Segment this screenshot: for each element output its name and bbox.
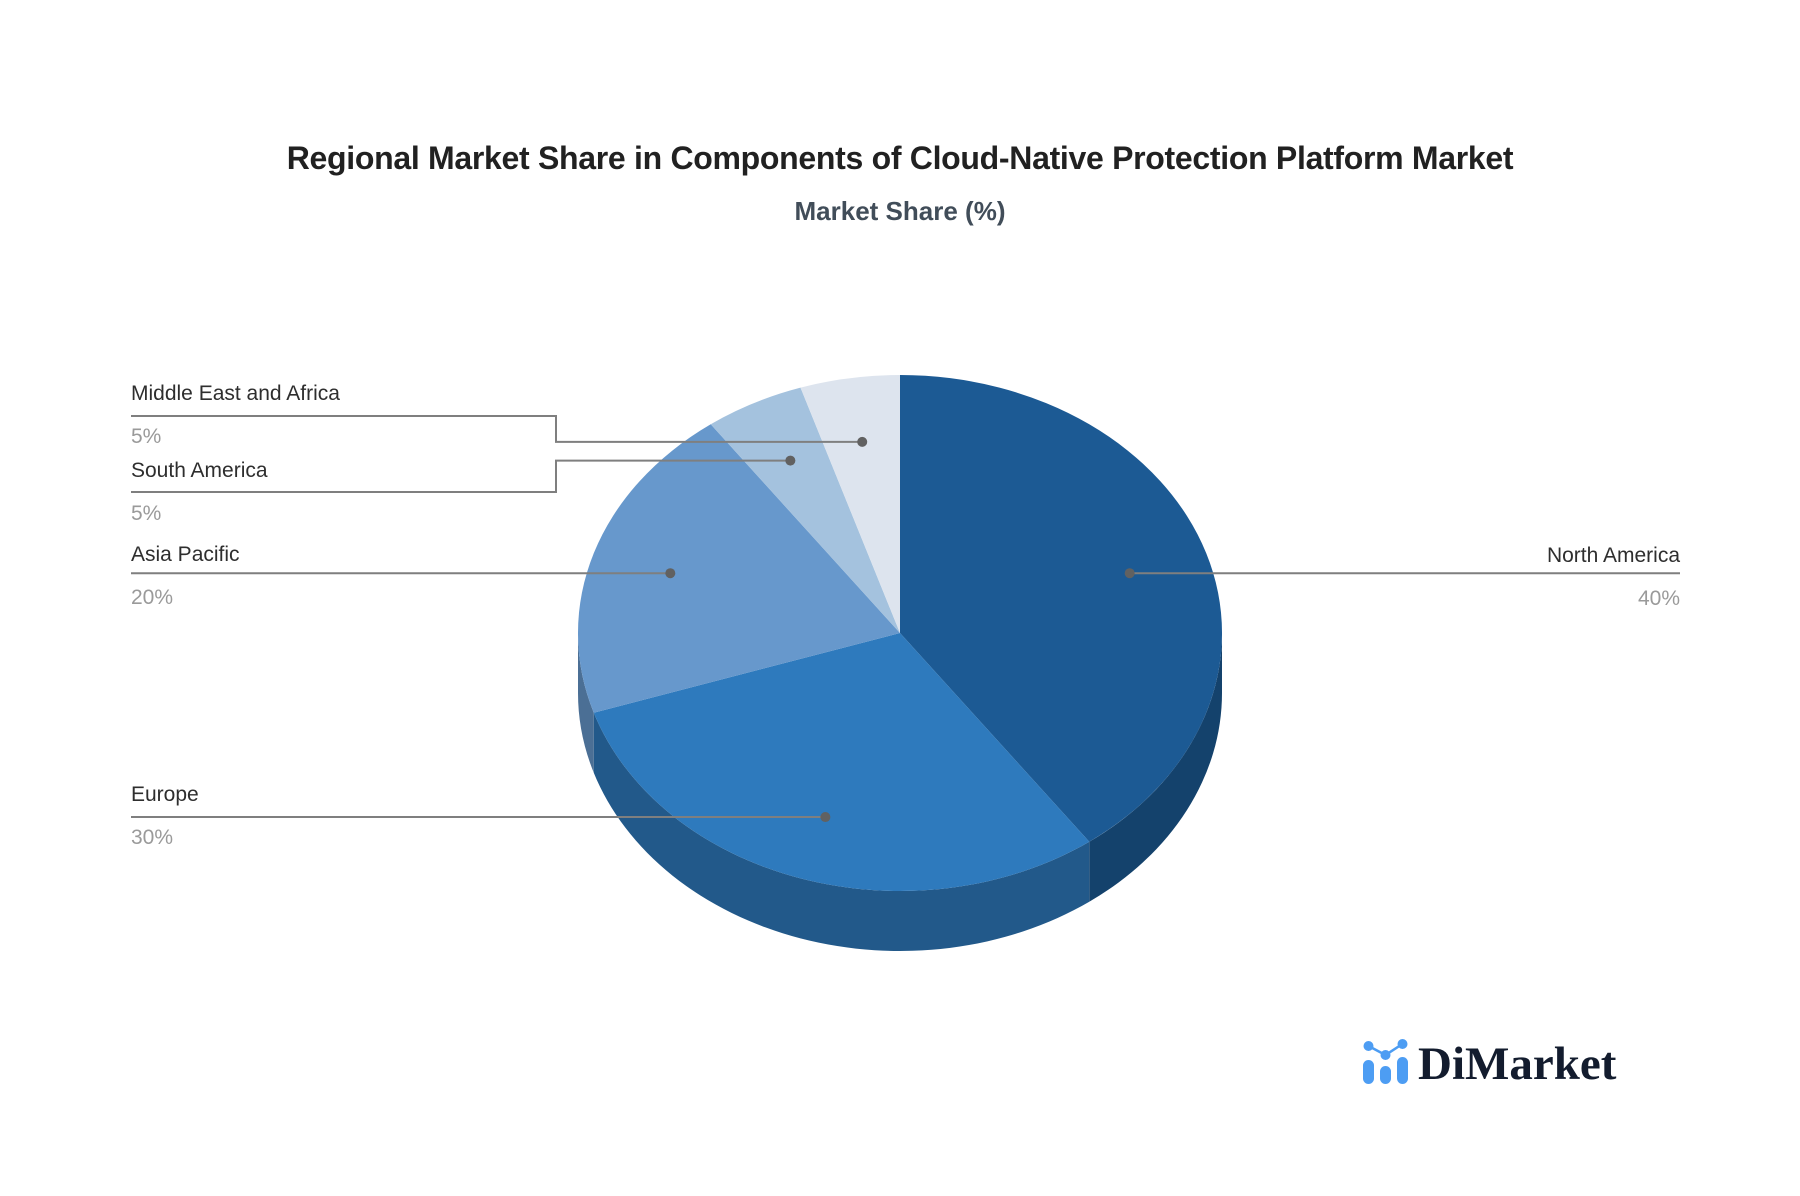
pie-slice-north-america[interactable]	[900, 375, 1223, 842]
leader-dot-middle-east-and-africa	[857, 436, 868, 447]
bar-chart-with-dots-icon	[1363, 1039, 1408, 1084]
pie-slice-europe[interactable]	[593, 633, 1090, 892]
chart-title: Regional Market Share in Components of C…	[286, 140, 1514, 176]
pie-slice-middle-east-and-africa[interactable]	[800, 375, 901, 633]
leader-dot-north-america	[1124, 568, 1135, 579]
pie-slice-south-america[interactable]	[710, 387, 900, 633]
leader-dot-south-america	[785, 455, 796, 466]
pie-slice-side-north-america	[1089, 633, 1222, 902]
pie-slice-side-asia-pacific	[578, 633, 594, 773]
pie-slice-side-europe	[593, 712, 1090, 952]
leader-dot-europe	[820, 812, 831, 823]
leader-line-middle-east-and-africa	[131, 415, 863, 443]
leader-line-south-america	[131, 459, 791, 493]
leader-dot-asia-pacific	[665, 568, 676, 579]
brand-logo: DiMarket	[1362, 1038, 1616, 1088]
chart-subtitle: Market Share (%)	[794, 196, 1006, 226]
brand-logo-text: DiMarket	[1418, 1038, 1617, 1090]
pie-slice-asia-pacific[interactable]	[577, 424, 900, 713]
